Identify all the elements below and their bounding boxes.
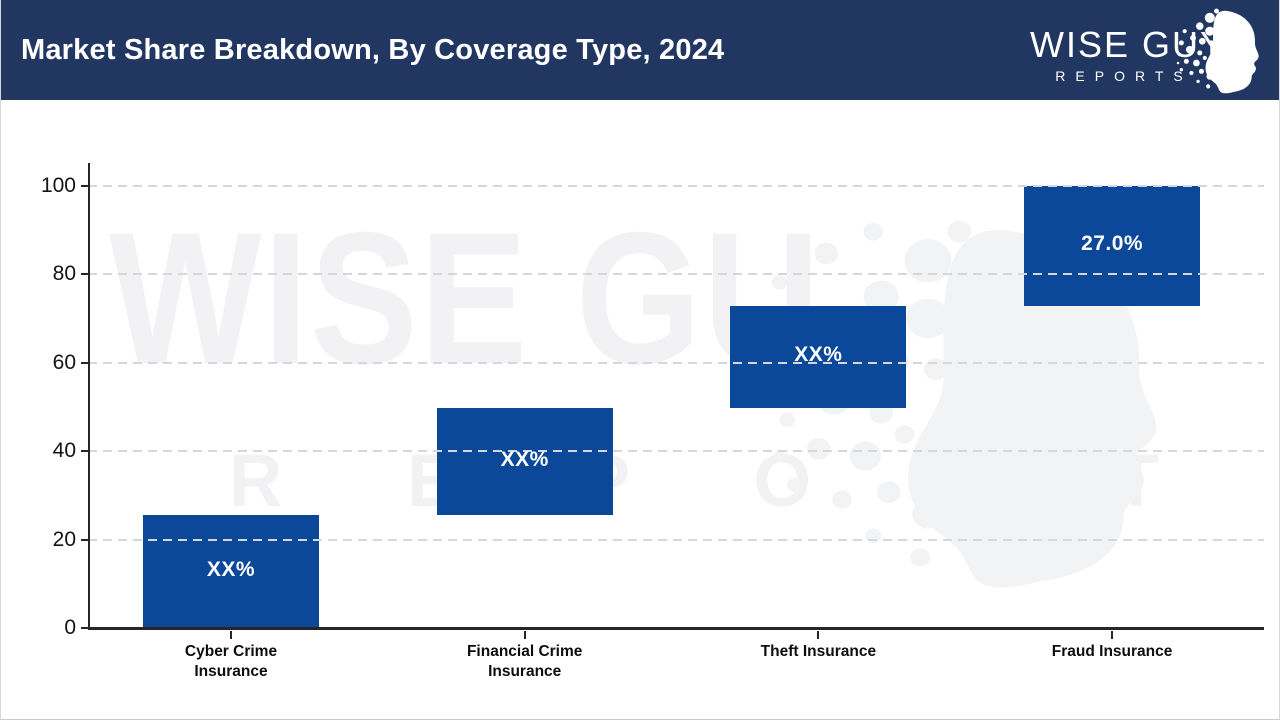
x-tick-mark	[817, 631, 820, 639]
x-tick-mark	[523, 631, 526, 639]
x-tick-mark	[230, 631, 232, 639]
x-category-label: Fraud Insurance	[967, 642, 1257, 662]
y-tick-mark	[81, 538, 88, 541]
x-category-label: Financial Crime Insurance	[380, 642, 670, 682]
x-tick-mark	[1111, 631, 1114, 639]
x-category-label-line: Cyber Crime	[184, 643, 278, 660]
x-category-label: Cyber Crime Insurance	[86, 642, 376, 682]
logo-text: WISE GUY REPORTS	[1030, 24, 1227, 84]
bar-value-label: 27.0%	[1081, 232, 1144, 256]
y-tick-mark	[81, 627, 88, 629]
logo-head-icon	[1175, 8, 1259, 94]
wiseguy-logo: WISE GUY REPORTS	[1030, 6, 1265, 94]
y-gridline	[88, 538, 1264, 541]
bar	[1024, 186, 1201, 306]
chart-title: Market Share Breakdown, By Coverage Type…	[21, 33, 725, 66]
y-tick-mark	[81, 184, 88, 187]
x-axis-line	[88, 627, 1264, 630]
x-category-label-line: Theft Insurance	[760, 643, 877, 660]
x-category-label-line: Fraud Insurance	[1051, 643, 1173, 660]
bar-value-label: XX%	[500, 447, 549, 471]
y-gridline	[88, 361, 1264, 364]
y-gridline	[88, 273, 1264, 275]
y-tick-mark	[81, 273, 88, 275]
y-tick-label: 40	[52, 439, 76, 462]
bar	[143, 515, 319, 628]
x-category-label-line: Financial Crime	[466, 643, 583, 660]
y-axis-line	[88, 163, 90, 630]
y-tick-label: 20	[52, 527, 76, 551]
y-gridline	[88, 450, 1264, 452]
bar	[436, 408, 613, 516]
y-tick-label: 100	[40, 173, 76, 197]
y-tick-label: 60	[52, 350, 76, 374]
chart-area: WISE GU R E P O R T S 0 20 40 60 80 1	[1, 100, 1279, 719]
logo-subtitle: REPORTS	[1055, 68, 1193, 84]
bar-value-label: XX%	[794, 342, 843, 366]
header-band: Market Share Breakdown, By Coverage Type…	[1, 0, 1279, 100]
x-category-label-line: Insurance	[194, 663, 268, 680]
y-tick-label: 80	[52, 262, 76, 285]
x-category-label-line: Insurance	[488, 663, 562, 680]
y-tick-mark	[81, 361, 88, 364]
bar-value-label: XX%	[206, 557, 256, 581]
x-category-label: Theft Insurance	[673, 642, 963, 662]
bar	[730, 305, 907, 409]
logo-wordmark: WISE GUY	[1030, 24, 1227, 65]
y-tick-label: 0	[64, 616, 76, 639]
watermark-wordmark: WISE GU	[109, 193, 822, 403]
y-tick-mark	[81, 450, 88, 452]
y-gridline	[88, 184, 1264, 187]
